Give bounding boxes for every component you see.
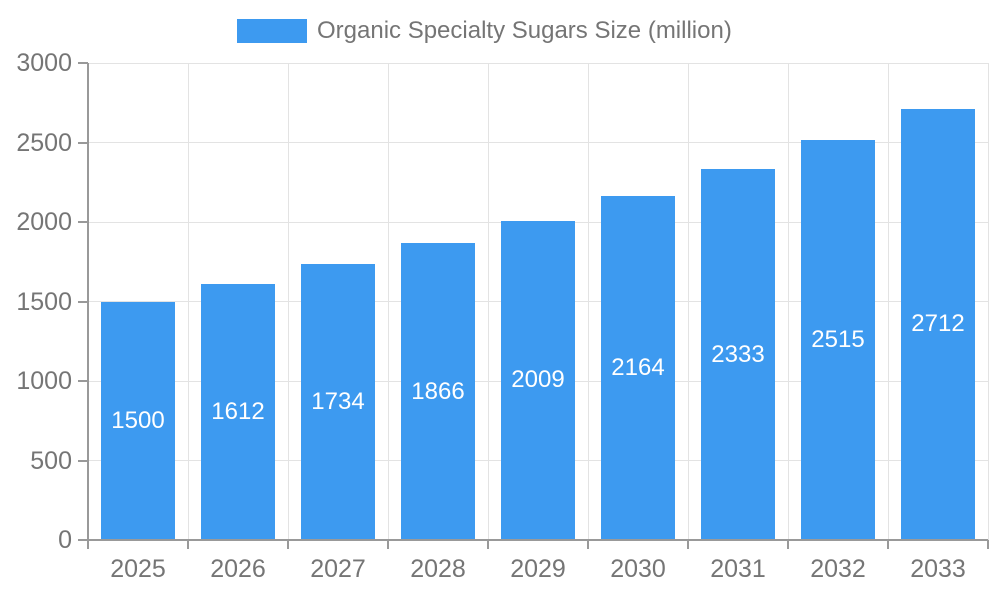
y-tick-label: 1500 — [16, 287, 72, 316]
y-tick-mark — [78, 221, 88, 223]
y-tick-label: 0 — [58, 526, 72, 554]
bar[interactable] — [301, 264, 375, 540]
y-tick-mark — [78, 380, 88, 382]
y-tick-label: 2500 — [16, 128, 72, 157]
x-tick-label: 2031 — [710, 555, 766, 583]
x-tick-label: 2027 — [310, 555, 366, 583]
bar-value-label: 1734 — [311, 388, 365, 416]
bar-value-label: 2515 — [811, 326, 865, 354]
x-gridline — [288, 63, 289, 540]
x-tick-mark — [487, 540, 489, 549]
bar-value-label: 2333 — [711, 340, 765, 368]
x-tick-mark — [187, 540, 189, 549]
legend-item[interactable]: Organic Specialty Sugars Size (million) — [237, 19, 732, 43]
x-tick-mark — [587, 540, 589, 549]
y-gridline — [88, 62, 988, 64]
x-tick-label: 2030 — [610, 555, 666, 583]
x-axis-line — [78, 539, 988, 541]
bar-value-label: 2009 — [511, 366, 565, 394]
legend-label: Organic Specialty Sugars Size (million) — [317, 17, 732, 44]
bar-value-label: 1866 — [411, 377, 465, 405]
x-tick-mark — [287, 540, 289, 549]
x-tick-label: 2032 — [810, 555, 866, 583]
y-tick-mark — [78, 62, 88, 64]
x-gridline — [488, 63, 489, 540]
x-tick-label: 2033 — [910, 555, 966, 583]
x-gridline — [588, 63, 589, 540]
x-gridline — [688, 63, 689, 540]
bar[interactable] — [101, 301, 175, 540]
x-tick-label: 2025 — [110, 555, 166, 583]
bar[interactable] — [201, 283, 275, 540]
y-tick-mark — [78, 141, 88, 144]
x-gridline — [788, 63, 789, 540]
bar[interactable] — [801, 140, 875, 540]
bar[interactable] — [401, 243, 475, 540]
bar-value-label: 1500 — [111, 406, 165, 434]
y-tick-label: 1000 — [16, 367, 72, 395]
x-tick-mark — [987, 540, 989, 549]
x-tick-label: 2026 — [210, 555, 266, 583]
x-tick-label: 2028 — [410, 555, 466, 583]
bar[interactable] — [601, 195, 675, 540]
y-tick-label: 3000 — [16, 49, 72, 77]
x-tick-mark — [687, 540, 689, 549]
x-gridline — [888, 63, 889, 540]
x-tick-label: 2029 — [510, 555, 566, 583]
x-tick-mark — [887, 540, 889, 549]
legend-swatch — [237, 19, 307, 43]
x-tick-mark — [387, 540, 389, 549]
y-tick-mark — [78, 459, 88, 462]
y-tick-mark — [78, 300, 88, 303]
x-tick-mark — [787, 540, 789, 549]
bar-value-label: 2712 — [911, 310, 965, 338]
x-gridline — [988, 63, 989, 540]
bar[interactable] — [901, 108, 975, 540]
y-axis-line — [87, 63, 89, 549]
x-gridline — [388, 63, 389, 540]
bar-value-label: 1612 — [211, 397, 265, 425]
y-tick-label: 2000 — [16, 208, 72, 236]
bar[interactable] — [701, 169, 775, 540]
bar-value-label: 2164 — [611, 353, 665, 381]
x-gridline — [188, 63, 189, 540]
y-tick-label: 500 — [30, 446, 72, 475]
y-gridline — [88, 142, 988, 143]
bar[interactable] — [501, 220, 575, 540]
